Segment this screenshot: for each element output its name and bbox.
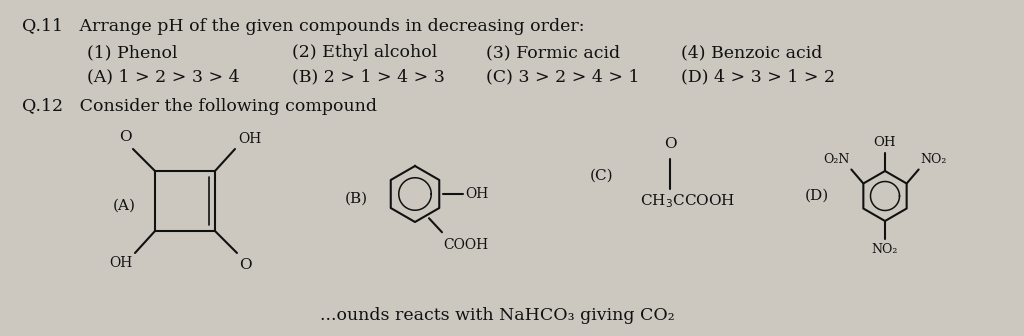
Text: (C) 3 > 2 > 4 > 1: (C) 3 > 2 > 4 > 1 (486, 68, 640, 85)
Text: OH: OH (465, 187, 488, 201)
Text: COOH: COOH (443, 238, 488, 252)
Text: O: O (239, 258, 251, 272)
Text: OH: OH (238, 132, 261, 146)
Text: OH: OH (109, 256, 132, 270)
Text: OH: OH (873, 136, 896, 149)
Text: (B) 2 > 1 > 4 > 3: (B) 2 > 1 > 4 > 3 (292, 68, 444, 85)
Text: O: O (664, 137, 676, 151)
Text: NO₂: NO₂ (871, 243, 898, 256)
Text: (3) Formic acid: (3) Formic acid (486, 44, 621, 61)
Text: (B): (B) (345, 192, 368, 206)
Text: O: O (119, 130, 131, 144)
Text: (4) Benzoic acid: (4) Benzoic acid (681, 44, 822, 61)
Text: (C): (C) (590, 169, 613, 183)
Text: (1) Phenol: (1) Phenol (87, 44, 177, 61)
Text: CH$_3$CCOOH: CH$_3$CCOOH (640, 192, 735, 210)
Text: Q.12   Consider the following compound: Q.12 Consider the following compound (22, 98, 377, 115)
Text: (D) 4 > 3 > 1 > 2: (D) 4 > 3 > 1 > 2 (681, 68, 836, 85)
Text: ...ounds reacts with NaHCO₃ giving CO₂: ...ounds reacts with NaHCO₃ giving CO₂ (319, 307, 675, 324)
Text: (2) Ethyl alcohol: (2) Ethyl alcohol (292, 44, 437, 61)
Text: Q.11   Arrange pH of the given compounds in decreasing order:: Q.11 Arrange pH of the given compounds i… (22, 18, 585, 35)
Text: (A) 1 > 2 > 3 > 4: (A) 1 > 2 > 3 > 4 (87, 68, 240, 85)
Text: (A): (A) (113, 199, 136, 213)
Text: (D): (D) (805, 189, 829, 203)
Text: O₂N: O₂N (823, 153, 849, 166)
Text: NO₂: NO₂ (921, 153, 947, 166)
